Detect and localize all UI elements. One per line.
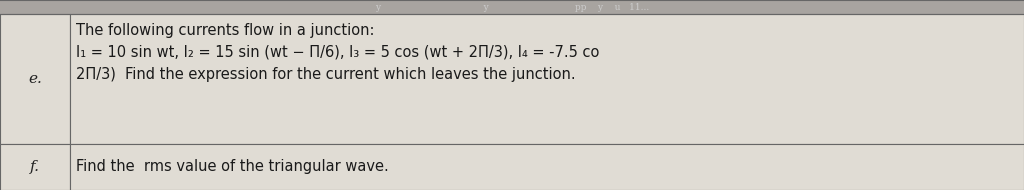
Text: 2Π/3)  Find the expression for the current which leaves the junction.: 2Π/3) Find the expression for the curren… xyxy=(76,66,575,82)
Bar xyxy=(70,144,1024,190)
Text: e.: e. xyxy=(28,72,42,86)
Text: y                                    y                              pp    y    u: y y pp y u xyxy=(375,2,649,12)
Bar xyxy=(0,14,70,144)
Bar xyxy=(70,14,1024,144)
Bar xyxy=(0,0,1024,14)
Text: Find the  rms value of the triangular wave.: Find the rms value of the triangular wav… xyxy=(76,159,389,174)
Text: The following currents flow in a junction:: The following currents flow in a junctio… xyxy=(76,22,375,37)
Text: f.: f. xyxy=(30,160,40,174)
Bar xyxy=(0,144,70,190)
Text: I₁ = 10 sin wt, I₂ = 15 sin (wt − Π/6), I₃ = 5 cos (wt + 2Π/3), I₄ = -7.5 co: I₁ = 10 sin wt, I₂ = 15 sin (wt − Π/6), … xyxy=(76,44,599,59)
